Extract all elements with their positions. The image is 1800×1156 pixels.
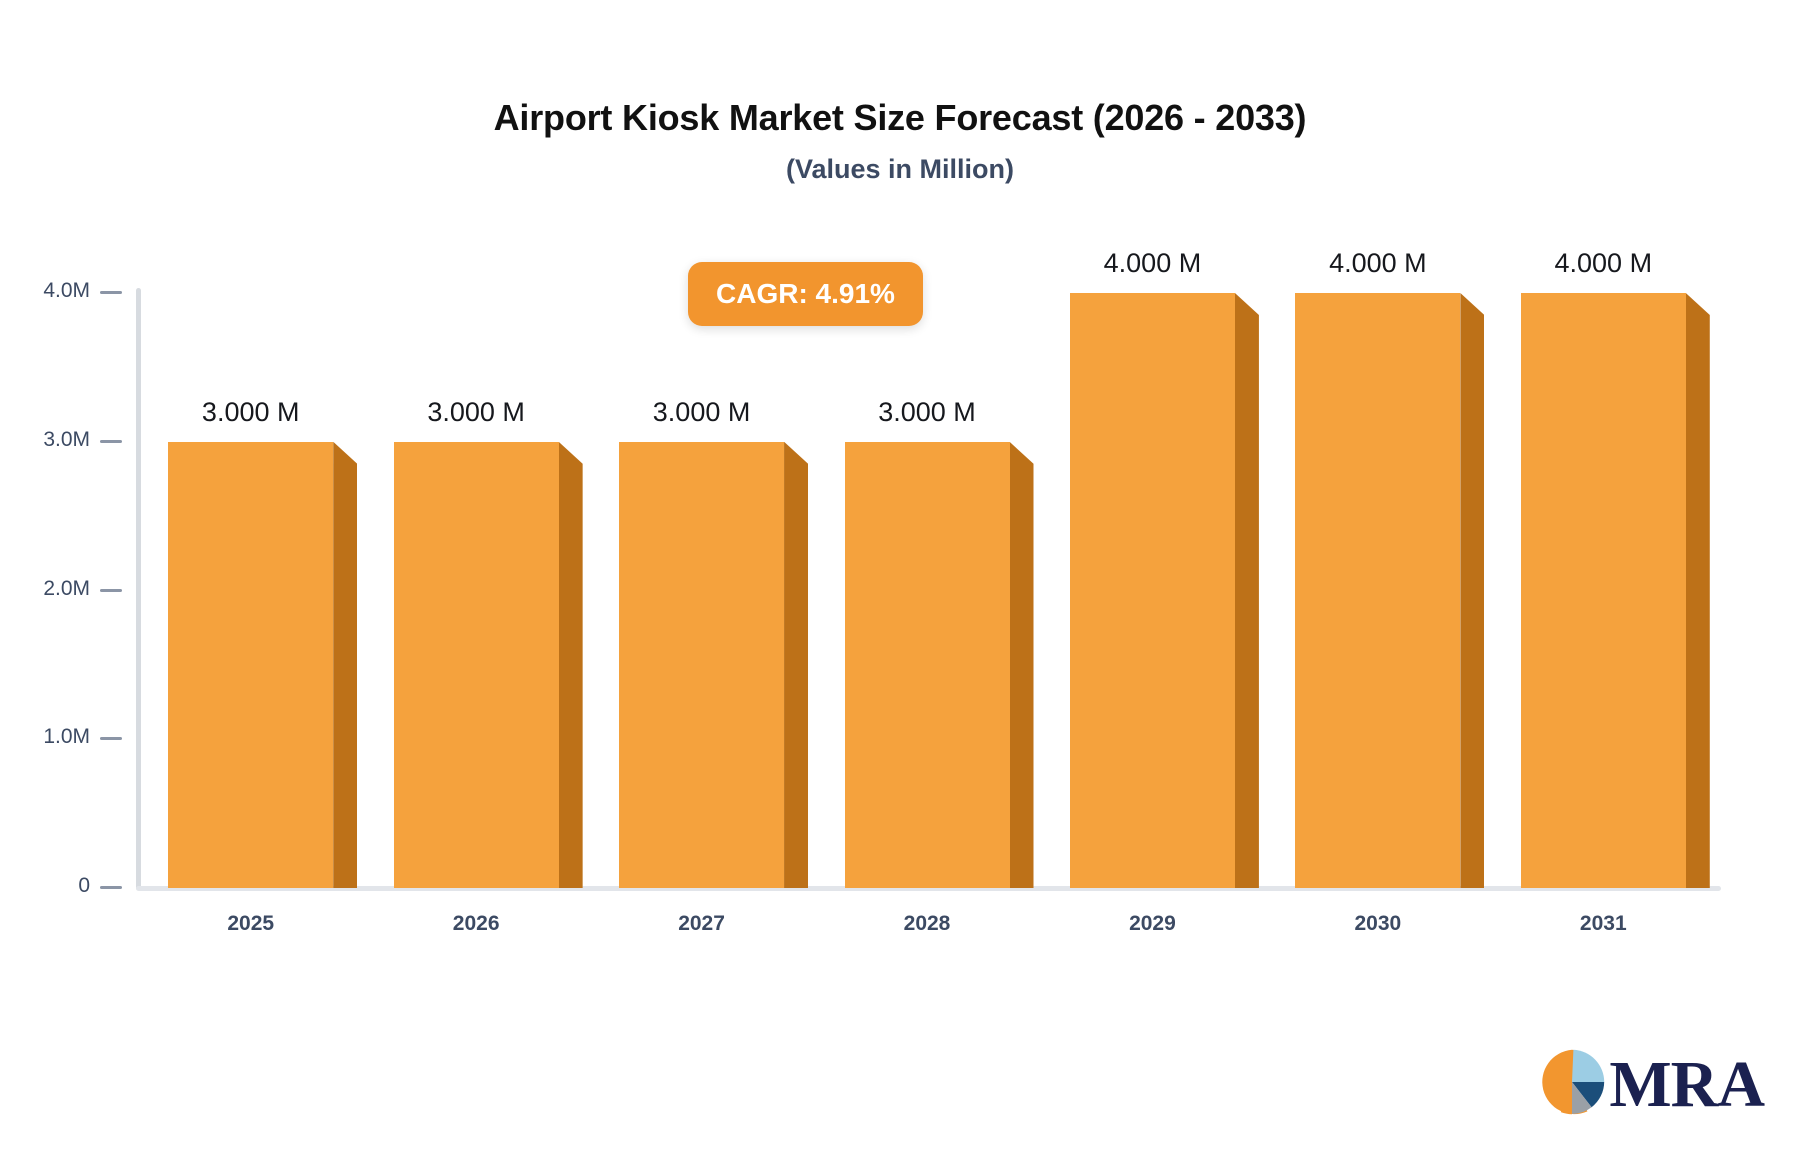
bar[interactable]: 4.000 M (1520, 248, 1710, 888)
mra-logo: MRA (1537, 1047, 1765, 1122)
bar[interactable]: 4.000 M (1295, 248, 1485, 888)
bar-side-3d (784, 441, 809, 888)
y-axis-tick-mark (100, 439, 122, 443)
logo-wordmark: MRA (1609, 1047, 1765, 1121)
bar-side-3d (1460, 293, 1485, 888)
bar-face (393, 441, 559, 888)
bar-side-3d (333, 441, 358, 888)
bar-side-3d (1685, 293, 1710, 888)
y-axis-tick-mark (100, 737, 122, 741)
bar-value-label: 3.000 M (201, 396, 300, 427)
bar[interactable]: 3.000 M (393, 397, 583, 888)
y-axis-tick-label: 0 (78, 874, 90, 897)
x-axis-label: 2029 (1129, 912, 1176, 935)
x-axis-label: 2025 (227, 912, 275, 935)
bar-side-3d (1009, 441, 1034, 888)
x-axis-label: 2026 (452, 912, 500, 935)
bar-face (1295, 293, 1461, 888)
bar-value-label: 3.000 M (878, 396, 976, 427)
y-axis-tick-label: 3.0M (43, 427, 90, 451)
y-axis-tick-mark (100, 588, 122, 592)
x-axis-label: 2030 (1354, 912, 1402, 935)
bar[interactable]: 3.000 M (168, 397, 358, 888)
bar-face (619, 441, 785, 888)
chart-title: Airport Kiosk Market Size Forecast (2026… (493, 97, 1307, 138)
x-axis-line (136, 886, 1721, 891)
chart-header: Airport Kiosk Market Size Forecast (2026… (0, 96, 1800, 186)
bar-face (1069, 293, 1235, 888)
bar[interactable]: 3.000 M (619, 397, 809, 888)
bar[interactable]: 3.000 M (844, 397, 1034, 888)
bar-value-label: 3.000 M (427, 396, 525, 427)
bar-face (168, 441, 334, 888)
x-axis-label: 2027 (678, 912, 725, 935)
y-axis-tick-label: 2.0M (43, 576, 90, 600)
bar-face (1520, 293, 1686, 888)
bar-side-3d (558, 441, 583, 888)
y-axis-line (136, 288, 141, 890)
y-axis-tick-mark (100, 886, 122, 889)
bar-value-label: 4.000 M (1103, 248, 1202, 278)
chart-subtitle: (Values in Million) (785, 154, 1015, 185)
cagr-badge: CAGR: 4.91% (688, 262, 923, 326)
y-axis-tick-label: 1.0M (43, 725, 90, 749)
bar-value-label: 3.000 M (652, 396, 751, 427)
pie-chart-icon (1537, 1047, 1607, 1122)
y-axis-tick-label: 4.0M (43, 279, 90, 302)
bar-face (844, 441, 1010, 888)
bar-value-label: 4.000 M (1554, 248, 1653, 278)
bar-side-3d (1234, 293, 1259, 888)
bar[interactable]: 4.000 M (1069, 248, 1259, 888)
x-axis-label: 2028 (903, 912, 951, 935)
y-axis-tick-mark (100, 291, 122, 294)
x-axis-label: 2031 (1579, 912, 1627, 935)
bar-value-label: 4.000 M (1329, 248, 1427, 278)
